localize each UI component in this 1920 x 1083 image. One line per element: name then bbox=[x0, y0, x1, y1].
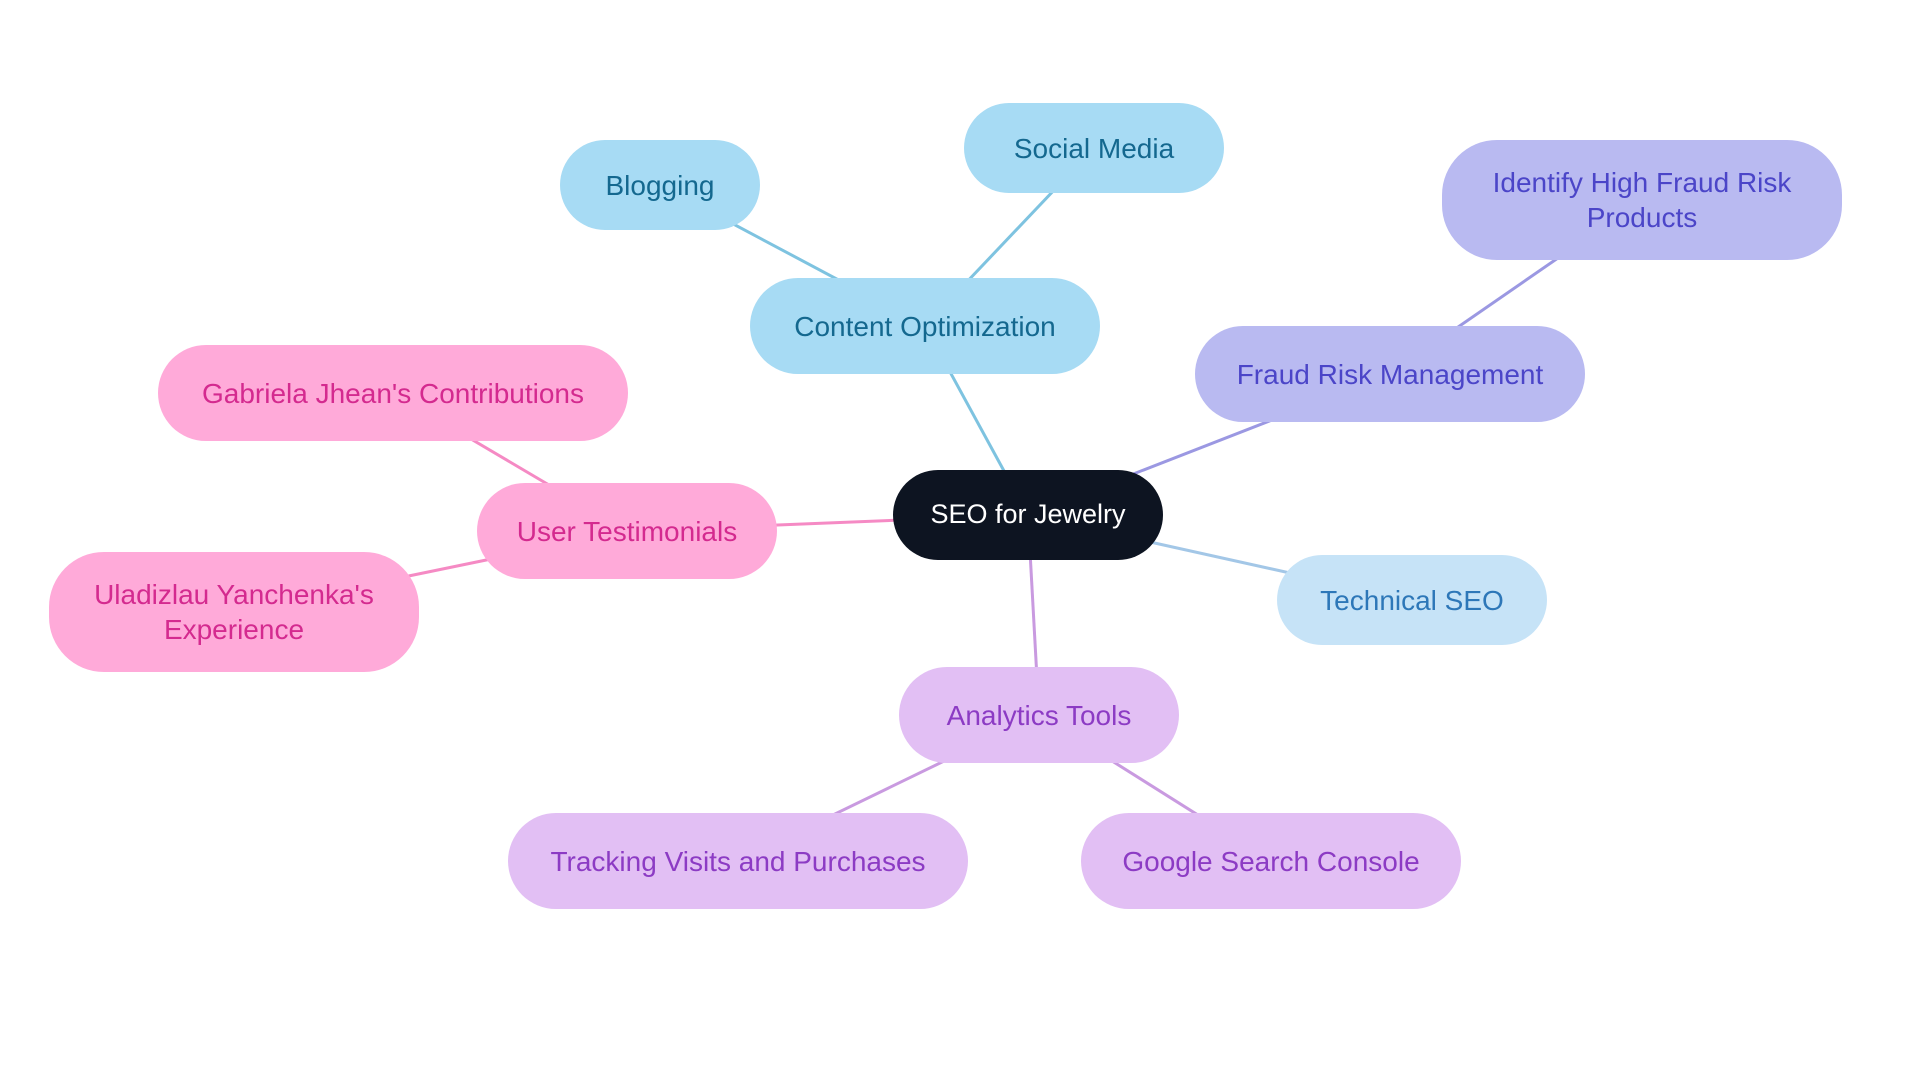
node-label: Fraud Risk Management bbox=[1237, 357, 1544, 392]
node-testimonials: User Testimonials bbox=[477, 483, 777, 579]
diagram-canvas: SEO for Jewelry Content Optimization Blogg… bbox=[0, 0, 1920, 1083]
node-social-media: Social Media bbox=[964, 103, 1224, 193]
node-label: Identify High Fraud Risk Products bbox=[1493, 165, 1792, 235]
node-root: SEO for Jewelry bbox=[893, 470, 1163, 560]
node-label: Uladizlau Yanchenka's Experience bbox=[94, 577, 374, 647]
node-gabriela: Gabriela Jhean's Contributions bbox=[158, 345, 628, 441]
node-label: Social Media bbox=[1014, 131, 1174, 166]
node-fraud: Fraud Risk Management bbox=[1195, 326, 1585, 422]
node-content-opt: Content Optimization bbox=[750, 278, 1100, 374]
node-tracking: Tracking Visits and Purchases bbox=[508, 813, 968, 909]
node-label: Google Search Console bbox=[1122, 844, 1419, 879]
node-blogging: Blogging bbox=[560, 140, 760, 230]
node-label: Blogging bbox=[606, 168, 715, 203]
node-label: Content Optimization bbox=[794, 309, 1055, 344]
node-fraud-products: Identify High Fraud Risk Products bbox=[1442, 140, 1842, 260]
node-gsc: Google Search Console bbox=[1081, 813, 1461, 909]
node-label: User Testimonials bbox=[517, 514, 737, 549]
node-uladizlau: Uladizlau Yanchenka's Experience bbox=[49, 552, 419, 672]
node-label: SEO for Jewelry bbox=[930, 498, 1125, 532]
node-analytics: Analytics Tools bbox=[899, 667, 1179, 763]
node-label: Analytics Tools bbox=[947, 698, 1132, 733]
node-label: Tracking Visits and Purchases bbox=[550, 844, 925, 879]
node-label: Technical SEO bbox=[1320, 583, 1504, 618]
node-technical-seo: Technical SEO bbox=[1277, 555, 1547, 645]
node-label: Gabriela Jhean's Contributions bbox=[202, 376, 584, 411]
